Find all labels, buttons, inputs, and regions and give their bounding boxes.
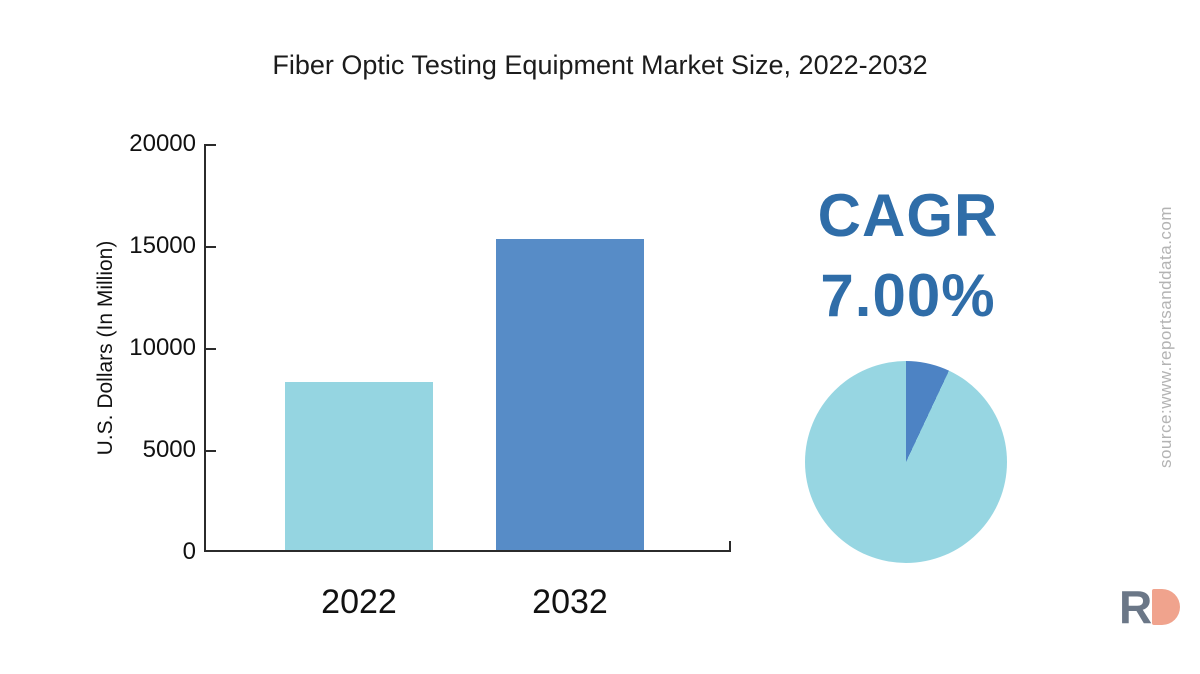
x-tick-label-2032: 2032 (532, 583, 608, 621)
cagr-label: CAGR (817, 182, 999, 249)
y-tick-label-0: 0 (182, 538, 196, 565)
x-tick-label-2022: 2022 (321, 583, 397, 621)
bar-2032 (496, 239, 644, 550)
chart-title: Fiber Optic Testing Equipment Market Siz… (272, 50, 928, 80)
source-note: source:www.reportsanddata.com (1156, 205, 1175, 469)
y-tick-label-5000: 5000 (142, 436, 196, 463)
y-tick-mark-10000 (206, 348, 216, 350)
logo-letter-r: R (1119, 581, 1152, 633)
x-axis-end-tick (729, 541, 731, 550)
bar-2022 (285, 382, 433, 550)
y-tick-label-20000: 20000 (129, 130, 196, 157)
y-tick-mark-15000 (206, 246, 216, 248)
y-tick-mark-20000 (206, 144, 216, 146)
cagr-block: CAGR 7.00% (758, 176, 1058, 336)
y-axis-line (204, 144, 206, 552)
y-tick-mark-5000 (206, 450, 216, 452)
cagr-value: 7.00% (820, 262, 996, 329)
y-tick-label-15000: 15000 (129, 232, 196, 259)
x-axis-line (204, 550, 731, 552)
cagr-pie (805, 361, 1007, 563)
logo-d-shape (1152, 589, 1181, 625)
reportsanddata-logo: R (1119, 581, 1181, 633)
y-tick-label-10000: 10000 (129, 334, 196, 361)
